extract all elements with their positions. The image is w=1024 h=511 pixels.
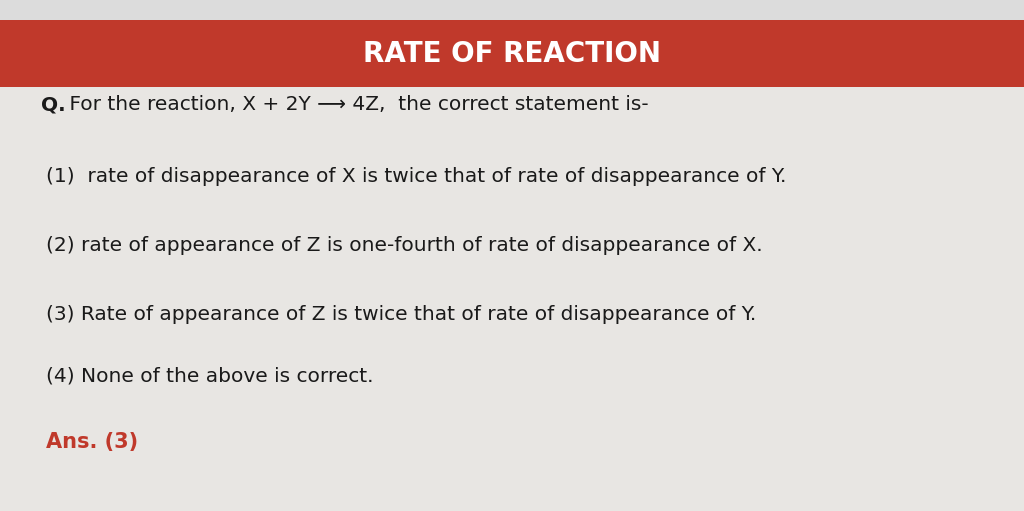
Text: Ans. (3): Ans. (3) xyxy=(46,432,138,452)
Bar xyxy=(0,0,1024,20)
Text: For the reaction, X + 2Y ⟶ 4Z,  the correct statement is-: For the reaction, X + 2Y ⟶ 4Z, the corre… xyxy=(63,95,649,114)
Text: Q.: Q. xyxy=(41,95,66,114)
Text: (2) rate of appearance of Z is one-fourth of rate of disappearance of X.: (2) rate of appearance of Z is one-fourt… xyxy=(46,236,763,255)
Text: (1)  rate of disappearance of X is twice that of rate of disappearance of Y.: (1) rate of disappearance of X is twice … xyxy=(46,167,786,186)
Text: (4) None of the above is correct.: (4) None of the above is correct. xyxy=(46,366,374,385)
Text: (3) Rate of appearance of Z is twice that of rate of disappearance of Y.: (3) Rate of appearance of Z is twice tha… xyxy=(46,305,757,324)
Text: RATE OF REACTION: RATE OF REACTION xyxy=(362,40,662,67)
Bar xyxy=(0,20,1024,87)
